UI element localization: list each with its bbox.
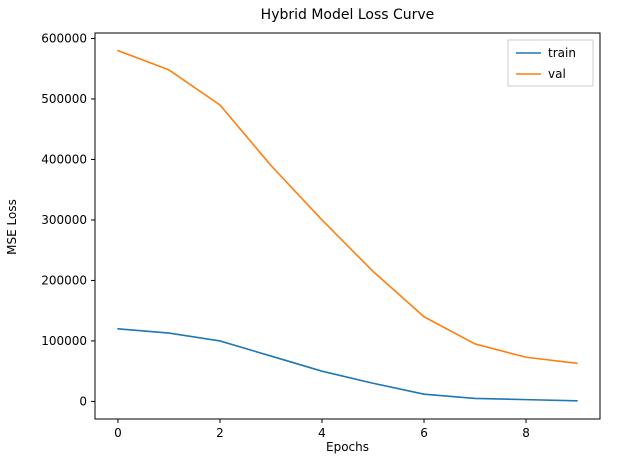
axes-frame	[94, 32, 601, 420]
x-axis-label: Epochs	[326, 440, 369, 454]
y-tick-label: 600000	[41, 31, 87, 45]
y-axis-label: MSE Loss	[5, 199, 19, 255]
legend-label-train: train	[548, 46, 576, 60]
legend-label-val: val	[548, 67, 566, 81]
y-tick-label: 300000	[41, 213, 87, 227]
x-tick-label: 8	[522, 426, 530, 440]
chart-title: Hybrid Model Loss Curve	[260, 7, 435, 23]
x-tick-label: 6	[420, 426, 428, 440]
y-tick-label: 100000	[41, 334, 87, 348]
y-tick-label: 500000	[41, 92, 87, 106]
y-tick-label: 200000	[41, 273, 87, 287]
legend-box	[507, 39, 594, 87]
series-line-train	[117, 328, 578, 402]
x-tick-label: 0	[114, 426, 122, 440]
y-tick-label: 400000	[41, 152, 87, 166]
y-tick-label: 0	[79, 394, 87, 408]
x-tick-label: 4	[318, 426, 326, 440]
series-line-val	[117, 49, 578, 365]
x-tick-label: 2	[216, 426, 224, 440]
